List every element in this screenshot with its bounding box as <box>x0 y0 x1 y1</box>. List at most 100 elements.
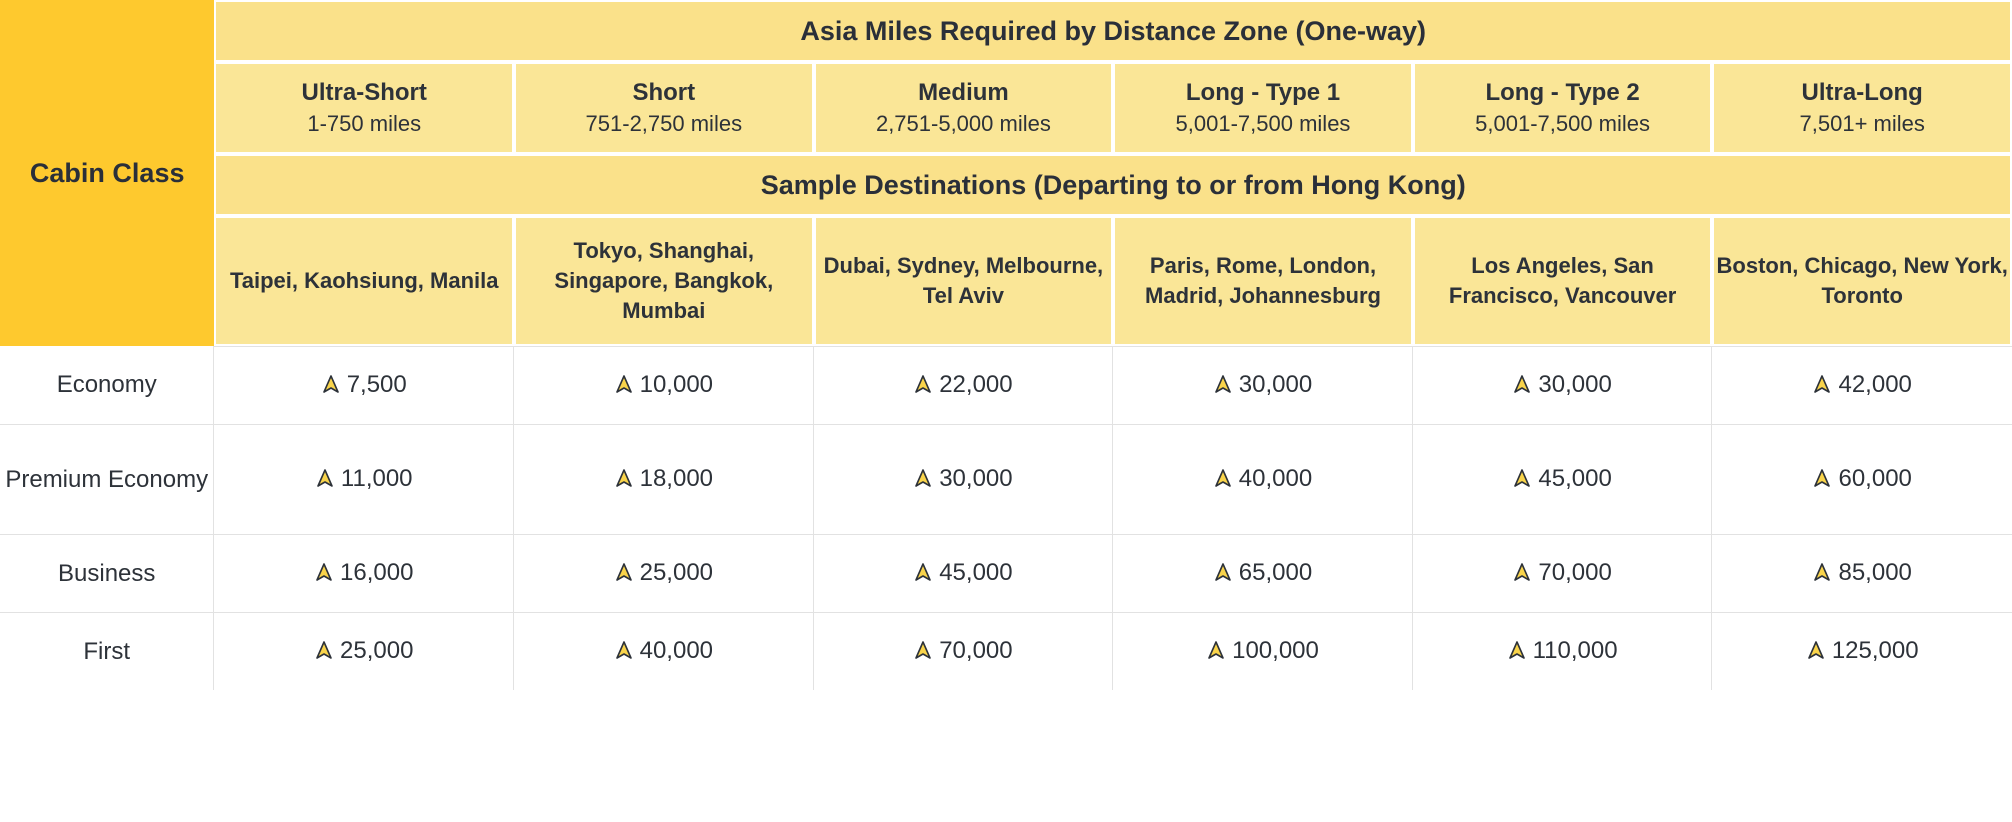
miles-cell: 10,000 <box>514 346 814 424</box>
miles-value: 42,000 <box>1838 371 1911 398</box>
miles-cell: 30,000 <box>814 424 1114 534</box>
miles-icon <box>321 373 341 401</box>
zone-range: 751-2,750 miles <box>516 109 812 139</box>
miles-cell: 16,000 <box>214 534 514 612</box>
miles-cell: 7,500 <box>214 346 514 424</box>
miles-cell: 125,000 <box>1712 612 2012 690</box>
zone-range: 7,501+ miles <box>1714 109 2010 139</box>
miles-icon <box>1213 467 1233 495</box>
miles-cell: 30,000 <box>1113 346 1413 424</box>
miles-value: 25,000 <box>640 559 713 586</box>
miles-value: 22,000 <box>939 371 1012 398</box>
miles-value: 45,000 <box>939 559 1012 586</box>
cabin-label: Premium Economy <box>0 424 214 534</box>
miles-icon <box>1512 467 1532 495</box>
sample-destinations-header: Sample Destinations (Departing to or fro… <box>214 154 2012 216</box>
zone-range: 5,001-7,500 miles <box>1415 109 1711 139</box>
miles-icon <box>1512 561 1532 589</box>
miles-value: 110,000 <box>1533 637 1618 664</box>
miles-cell: 25,000 <box>214 612 514 690</box>
zone-range: 2,751-5,000 miles <box>816 109 1112 139</box>
miles-cell: 42,000 <box>1712 346 2012 424</box>
miles-cell: 45,000 <box>814 534 1114 612</box>
miles-value: 25,000 <box>340 637 413 664</box>
zone-name: Medium <box>816 77 1112 109</box>
zone-range: 1-750 miles <box>216 109 512 139</box>
miles-cell: 22,000 <box>814 346 1114 424</box>
miles-value: 40,000 <box>1239 465 1312 492</box>
miles-cell: 40,000 <box>514 612 814 690</box>
zone-range: 5,001-7,500 miles <box>1115 109 1411 139</box>
miles-cell: 11,000 <box>214 424 514 534</box>
miles-icon <box>1213 561 1233 589</box>
zone-name: Short <box>516 77 812 109</box>
miles-value: 125,000 <box>1832 637 1919 664</box>
miles-icon <box>913 467 933 495</box>
zone-header: Long - Type 25,001-7,500 miles <box>1413 62 1713 154</box>
cabin-label: First <box>0 612 214 690</box>
zone-header: Short751-2,750 miles <box>514 62 814 154</box>
table-row: Business 16,000 25,000 45,000 65,000 70,… <box>0 534 2012 612</box>
cabin-label: Economy <box>0 346 214 424</box>
miles-icon <box>913 561 933 589</box>
zone-header-row: Ultra-Short1-750 miles Short751-2,750 mi… <box>0 62 2012 154</box>
miles-cell: 25,000 <box>514 534 814 612</box>
zone-name: Long - Type 1 <box>1115 77 1411 109</box>
zone-header: Ultra-Short1-750 miles <box>214 62 514 154</box>
miles-icon <box>315 467 335 495</box>
zone-destinations: Taipei, Kaohsiung, Manila <box>214 216 514 346</box>
table-row: First 25,000 40,000 70,000 100,000 110,0… <box>0 612 2012 690</box>
miles-icon <box>1512 373 1532 401</box>
miles-value: 85,000 <box>1838 559 1911 586</box>
miles-value: 30,000 <box>1239 371 1312 398</box>
miles-value: 60,000 <box>1838 465 1911 492</box>
zone-header: Long - Type 15,001-7,500 miles <box>1113 62 1413 154</box>
destinations-row: Taipei, Kaohsiung, Manila Tokyo, Shangha… <box>0 216 2012 346</box>
miles-icon <box>314 561 334 589</box>
miles-cell: 100,000 <box>1113 612 1413 690</box>
miles-value: 100,000 <box>1232 637 1319 664</box>
miles-icon <box>1206 639 1226 667</box>
cabin-class-label: Cabin Class <box>30 158 185 188</box>
zone-destinations: Dubai, Sydney, Melbourne, Tel Aviv <box>814 216 1114 346</box>
miles-value: 70,000 <box>1538 559 1611 586</box>
zone-destinations: Tokyo, Shanghai, Singapore, Bangkok, Mum… <box>514 216 814 346</box>
miles-icon <box>1806 639 1826 667</box>
miles-icon <box>1812 467 1832 495</box>
miles-value: 30,000 <box>1538 371 1611 398</box>
miles-icon <box>1507 639 1527 667</box>
miles-value: 10,000 <box>640 371 713 398</box>
zone-header: Medium2,751-5,000 miles <box>814 62 1114 154</box>
miles-cell: 40,000 <box>1113 424 1413 534</box>
zone-name: Ultra-Long <box>1714 77 2010 109</box>
miles-cell: 70,000 <box>814 612 1114 690</box>
zone-name: Long - Type 2 <box>1415 77 1711 109</box>
miles-value: 65,000 <box>1239 559 1312 586</box>
miles-required-header: Asia Miles Required by Distance Zone (On… <box>214 0 2012 62</box>
miles-value: 7,500 <box>347 371 407 398</box>
miles-cell: 18,000 <box>514 424 814 534</box>
miles-value: 70,000 <box>939 637 1012 664</box>
miles-cell: 70,000 <box>1413 534 1713 612</box>
miles-cell: 60,000 <box>1712 424 2012 534</box>
miles-value: 45,000 <box>1538 465 1611 492</box>
miles-value: 18,000 <box>640 465 713 492</box>
cabin-class-header: Cabin Class <box>0 0 214 346</box>
miles-icon <box>1213 373 1233 401</box>
miles-icon <box>913 639 933 667</box>
miles-cell: 110,000 <box>1413 612 1713 690</box>
miles-cell: 45,000 <box>1413 424 1713 534</box>
miles-icon <box>913 373 933 401</box>
miles-value: 16,000 <box>340 559 413 586</box>
zone-destinations: Los Angeles, San Francisco, Vancouver <box>1413 216 1713 346</box>
zone-name: Ultra-Short <box>216 77 512 109</box>
miles-icon <box>614 467 634 495</box>
miles-icon <box>614 373 634 401</box>
zone-header: Ultra-Long7,501+ miles <box>1712 62 2012 154</box>
miles-icon <box>314 639 334 667</box>
miles-cell: 65,000 <box>1113 534 1413 612</box>
miles-value: 11,000 <box>341 465 413 492</box>
miles-icon <box>1812 561 1832 589</box>
miles-chart-table: Cabin Class Asia Miles Required by Dista… <box>0 0 2012 690</box>
miles-value: 40,000 <box>640 637 713 664</box>
